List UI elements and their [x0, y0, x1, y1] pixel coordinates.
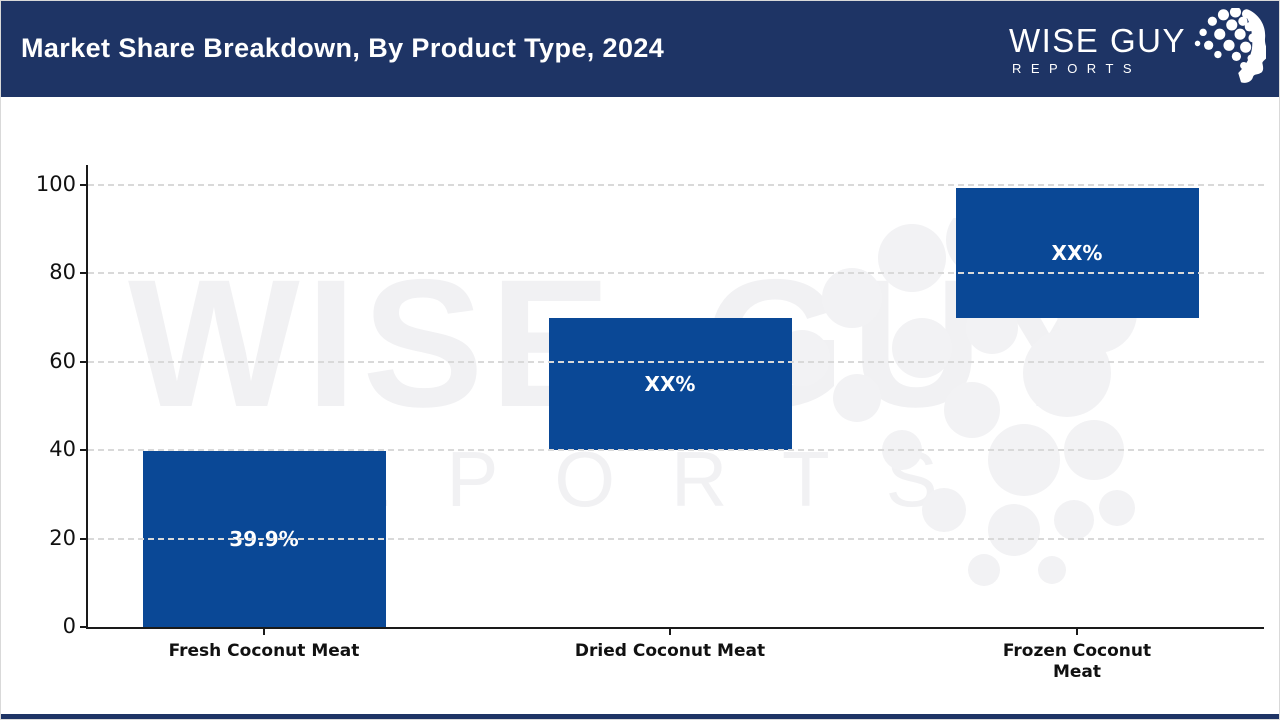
bar-frozen-coconut-meat: XX%	[955, 187, 1199, 318]
y-axis-tickmark	[80, 537, 88, 540]
bar-value-label: XX%	[644, 371, 696, 396]
y-axis-tickmark	[80, 449, 88, 452]
x-axis-category-label: Frozen Coconut Meat	[947, 641, 1207, 683]
y-axis-tickmark	[80, 184, 88, 186]
x-axis-tickmark	[669, 627, 671, 635]
page-title: Market Share Breakdown, By Product Type,…	[21, 33, 665, 63]
y-axis-tickmark	[80, 626, 88, 628]
y-axis-tick-label: 60	[49, 348, 76, 373]
x-axis-tickmark	[1076, 627, 1078, 635]
footer-band	[0, 714, 1280, 720]
gridline-y100	[88, 184, 1264, 186]
logo-face-icon	[1194, 8, 1266, 83]
y-axis-tick-label: 100	[35, 172, 76, 196]
x-axis-category-line: Dried Coconut Meat	[574, 641, 766, 661]
gridline-y40	[88, 449, 1264, 452]
y-axis-tickmark	[80, 360, 88, 363]
gridline-y20	[88, 537, 1264, 540]
x-axis-line	[86, 627, 1264, 629]
bar-value-label: XX%	[1051, 240, 1103, 265]
x-axis-category-line: Frozen Coconut	[1002, 641, 1152, 661]
x-axis-category-line: Meat	[1052, 662, 1102, 682]
gridline-y60	[88, 360, 1264, 363]
logo-text: WISE GUY REPORTS	[1009, 24, 1186, 75]
gridline-y80	[88, 272, 1264, 275]
y-axis-tickmark	[80, 272, 88, 275]
y-axis-tick-label: 0	[62, 614, 76, 638]
y-axis-tick-label: 20	[49, 525, 76, 550]
x-axis-category-line: Fresh Coconut Meat	[168, 641, 360, 661]
header-band: Market Share Breakdown, By Product Type,…	[0, 0, 1280, 97]
y-axis-line	[86, 165, 88, 629]
x-axis-category-label: Fresh Coconut Meat	[134, 641, 394, 662]
logo-subname: REPORTS	[1011, 60, 1142, 76]
y-axis-tick-label: 40	[49, 437, 76, 462]
x-axis-category-label: Dried Coconut Meat	[540, 641, 800, 662]
logo-name: WISE GUY	[1008, 21, 1186, 59]
wise-guy-reports-logo: WISE GUY REPORTS	[1009, 8, 1266, 90]
bar-dried-coconut-meat: XX%	[548, 317, 792, 451]
y-axis-tick-label: 80	[49, 260, 76, 285]
x-axis-tickmark	[263, 627, 265, 635]
